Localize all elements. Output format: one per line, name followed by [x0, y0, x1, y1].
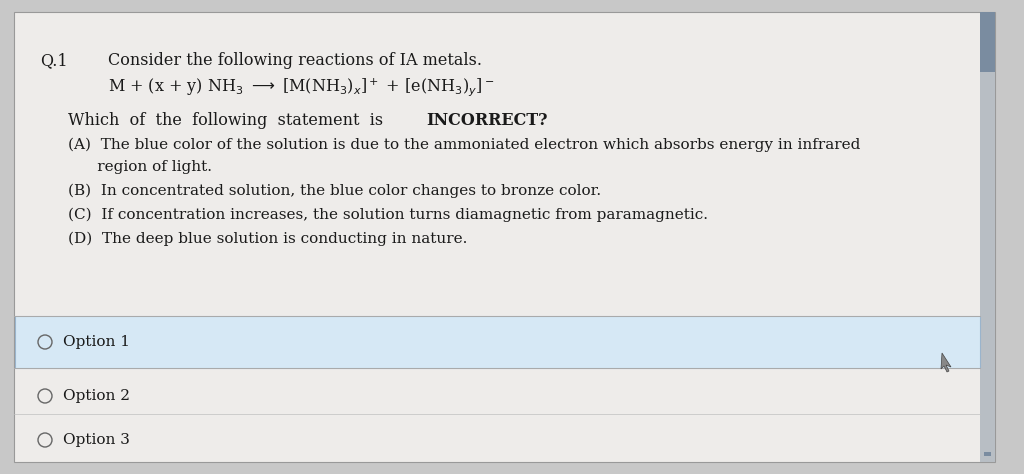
Text: (B)  In concentrated solution, the blue color changes to bronze color.: (B) In concentrated solution, the blue c…	[68, 184, 601, 199]
Bar	[15, 316, 980, 368]
Bar	[980, 12, 995, 72]
Text: Option 3: Option 3	[63, 433, 130, 447]
Text: INCORRECT?: INCORRECT?	[426, 112, 548, 129]
Text: (A)  The blue color of the solution is due to the ammoniated electron which abso: (A) The blue color of the solution is du…	[68, 138, 860, 152]
Text: Option 1: Option 1	[63, 335, 130, 349]
Text: Option 2: Option 2	[63, 389, 130, 403]
Text: Which  of  the  following  statement  is: Which of the following statement is	[68, 112, 388, 129]
Polygon shape	[941, 353, 951, 372]
Text: (C)  If concentration increases, the solution turns diamagnetic from paramagneti: (C) If concentration increases, the solu…	[68, 208, 708, 222]
Text: (D)  The deep blue solution is conducting in nature.: (D) The deep blue solution is conducting…	[68, 232, 467, 246]
Text: M + (x + y) NH$_3$ $\longrightarrow$ [M(NH$_3$)$_x$]$^+$ + [e(NH$_3$)$_y$]$^-$: M + (x + y) NH$_3$ $\longrightarrow$ [M(…	[108, 76, 495, 98]
Text: Consider the following reactions of IA metals.: Consider the following reactions of IA m…	[108, 52, 482, 69]
Text: Q.1: Q.1	[40, 52, 68, 69]
Bar	[980, 12, 995, 462]
Text: region of light.: region of light.	[68, 160, 212, 174]
Bar	[984, 452, 991, 456]
